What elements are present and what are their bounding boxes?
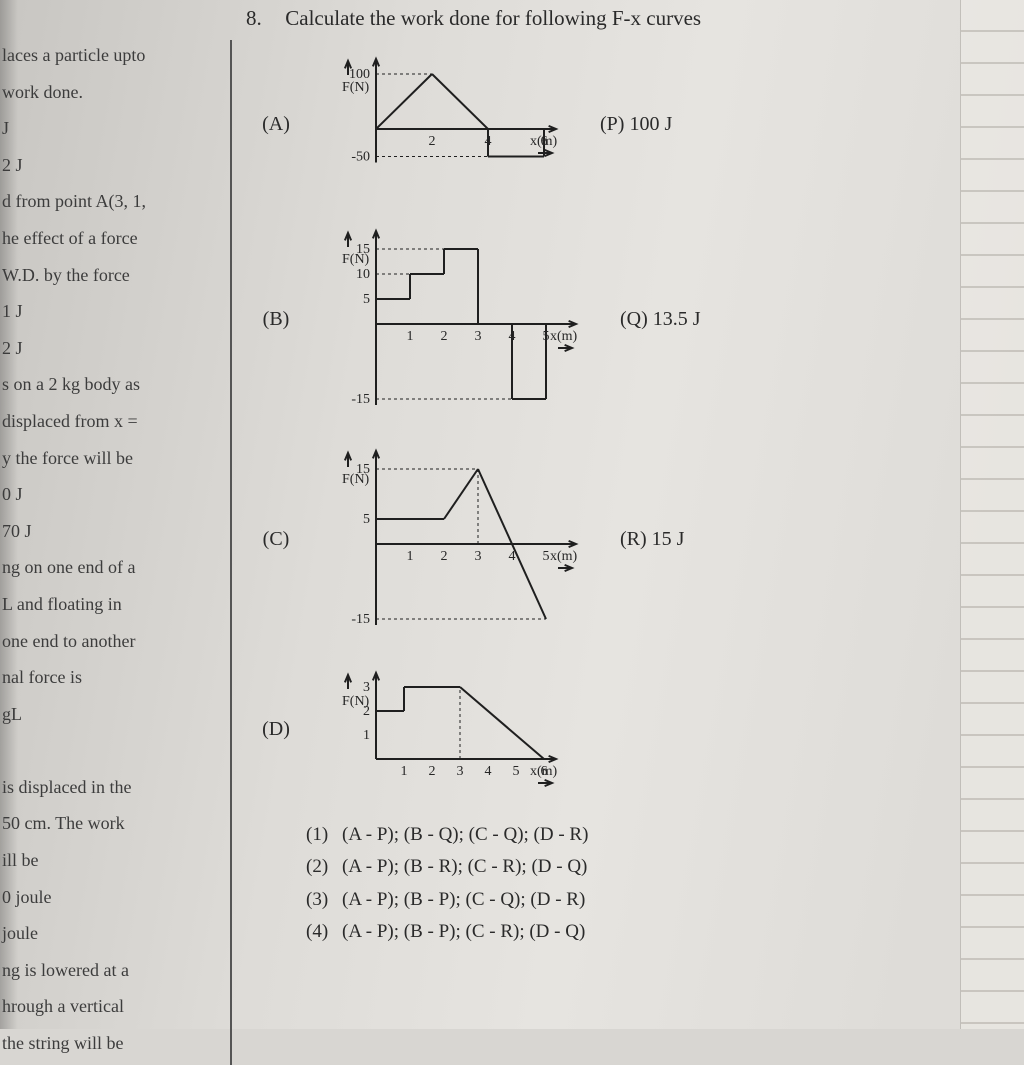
svg-text:3: 3 <box>457 764 464 779</box>
left-col-line: 1 J <box>2 296 220 327</box>
option-row-B: (B) 12345-1551015F(N)x(m) (Q) 13.5 J <box>246 219 986 419</box>
question-stem: 8. Calculate the work done for following… <box>246 6 986 31</box>
left-col-line: is displaced in the <box>2 772 220 803</box>
svg-text:x(m): x(m) <box>530 134 558 149</box>
svg-text:3: 3 <box>475 329 482 344</box>
question-text: Calculate the work done for following F-… <box>285 6 701 30</box>
graph-B: 12345-1551015F(N)x(m) <box>306 219 586 419</box>
svg-text:-15: -15 <box>351 392 370 407</box>
svg-text:x(m): x(m) <box>550 329 578 344</box>
left-col-line: W.D. by the force <box>2 260 220 291</box>
choice-text: (A - P); (B - Q); (C - Q); (D - R) <box>342 824 588 845</box>
svg-text:5: 5 <box>363 292 370 307</box>
svg-text:1: 1 <box>407 549 414 564</box>
choice-text: (A - P); (B - P); (C - R); (D - Q) <box>342 921 585 942</box>
svg-text:F(N): F(N) <box>342 252 370 267</box>
svg-text:2: 2 <box>429 134 436 149</box>
left-col-line: L and floating in <box>2 589 220 620</box>
graph-A: 246-50100F(N)x(m) <box>306 49 566 199</box>
svg-text:x(m): x(m) <box>530 764 558 779</box>
left-column-snippet: laces a particle upto work done. J 2 J d fro… <box>0 40 232 1065</box>
choice-text: (A - P); (B - R); (C - R); (D - Q) <box>342 856 587 877</box>
svg-text:3: 3 <box>363 680 370 695</box>
left-col-line: 2 J <box>2 150 220 181</box>
answer-choice: (2)(A - P); (B - R); (C - R); (D - Q) <box>306 851 986 883</box>
left-col-line: he effect of a force <box>2 223 220 254</box>
left-col-line: d from point A(3, 1, <box>2 186 220 217</box>
graph-C: 12345-15515F(N)x(m) <box>306 439 586 639</box>
svg-text:5: 5 <box>543 329 550 344</box>
answer-choices: (1)(A - P); (B - Q); (C - Q); (D - R)(2)… <box>306 819 986 948</box>
left-col-line: 2 J <box>2 333 220 364</box>
answer-Q: (Q) 13.5 J <box>620 308 701 331</box>
svg-text:1: 1 <box>407 329 414 344</box>
svg-text:2: 2 <box>441 549 448 564</box>
svg-text:2: 2 <box>441 329 448 344</box>
left-col-line: hrough a vertical <box>2 991 220 1022</box>
option-label-B: (B) <box>246 308 306 331</box>
left-col-line: 0 joule <box>2 882 220 913</box>
graph-D: 123456123F(N)x(m) <box>306 659 566 799</box>
left-col-line: s on a 2 kg body as <box>2 369 220 400</box>
svg-text:5: 5 <box>363 512 370 527</box>
question-8: 8. Calculate the work done for following… <box>246 6 986 948</box>
svg-text:F(N): F(N) <box>342 472 370 487</box>
svg-text:-50: -50 <box>351 150 370 165</box>
left-col-line: ill be <box>2 845 220 876</box>
left-col-line: 70 J <box>2 516 220 547</box>
left-col-line: y the force will be <box>2 443 220 474</box>
answer-choice: (1)(A - P); (B - Q); (C - Q); (D - R) <box>306 819 986 851</box>
left-col-line: 50 cm. The work <box>2 808 220 839</box>
choice-number: (4) <box>306 916 342 948</box>
choice-number: (1) <box>306 819 342 851</box>
choice-number: (2) <box>306 851 342 883</box>
svg-text:4: 4 <box>485 764 492 779</box>
left-col-line: work done. <box>2 77 220 108</box>
answer-P: (P) 100 J <box>600 113 672 136</box>
choice-number: (3) <box>306 884 342 916</box>
left-col-line: joule <box>2 918 220 949</box>
option-row-D: (D) 123456123F(N)x(m) <box>246 659 986 799</box>
left-col-line: nal force is <box>2 662 220 693</box>
option-label-D: (D) <box>246 718 306 741</box>
left-col-line: one end to another <box>2 626 220 657</box>
choice-text: (A - P); (B - P); (C - Q); (D - R) <box>342 889 585 910</box>
left-col-line: laces a particle upto <box>2 40 220 71</box>
left-col-line <box>2 735 220 766</box>
left-col-line: the string will be <box>2 1028 220 1059</box>
svg-text:5: 5 <box>513 764 520 779</box>
answer-choice: (4)(A - P); (B - P); (C - R); (D - Q) <box>306 916 986 948</box>
option-label-C: (C) <box>246 528 306 551</box>
svg-text:x(m): x(m) <box>550 549 578 564</box>
answer-R: (R) 15 J <box>620 528 684 551</box>
svg-text:2: 2 <box>429 764 436 779</box>
svg-text:1: 1 <box>363 728 370 743</box>
option-row-C: (C) 12345-15515F(N)x(m) (R) 15 J <box>246 439 986 639</box>
svg-text:F(N): F(N) <box>342 80 370 95</box>
option-label-A: (A) <box>246 113 306 136</box>
left-col-line: displaced from x = <box>2 406 220 437</box>
svg-text:F(N): F(N) <box>342 694 370 709</box>
left-col-line: J <box>2 113 220 144</box>
svg-text:5: 5 <box>543 549 550 564</box>
svg-text:4: 4 <box>509 549 516 564</box>
left-col-line: ng is lowered at a <box>2 955 220 986</box>
left-col-line: 0 J <box>2 479 220 510</box>
svg-text:3: 3 <box>475 549 482 564</box>
question-number: 8. <box>246 6 280 31</box>
left-col-line: gL <box>2 699 220 730</box>
answer-choice: (3)(A - P); (B - P); (C - Q); (D - R) <box>306 884 986 916</box>
left-col-line: ng on one end of a <box>2 552 220 583</box>
svg-text:4: 4 <box>485 134 492 149</box>
svg-text:10: 10 <box>356 267 370 282</box>
svg-text:1: 1 <box>401 764 408 779</box>
svg-text:4: 4 <box>509 329 516 344</box>
option-row-A: (A) 246-50100F(N)x(m) (P) 100 J <box>246 49 986 199</box>
svg-text:-15: -15 <box>351 612 370 627</box>
